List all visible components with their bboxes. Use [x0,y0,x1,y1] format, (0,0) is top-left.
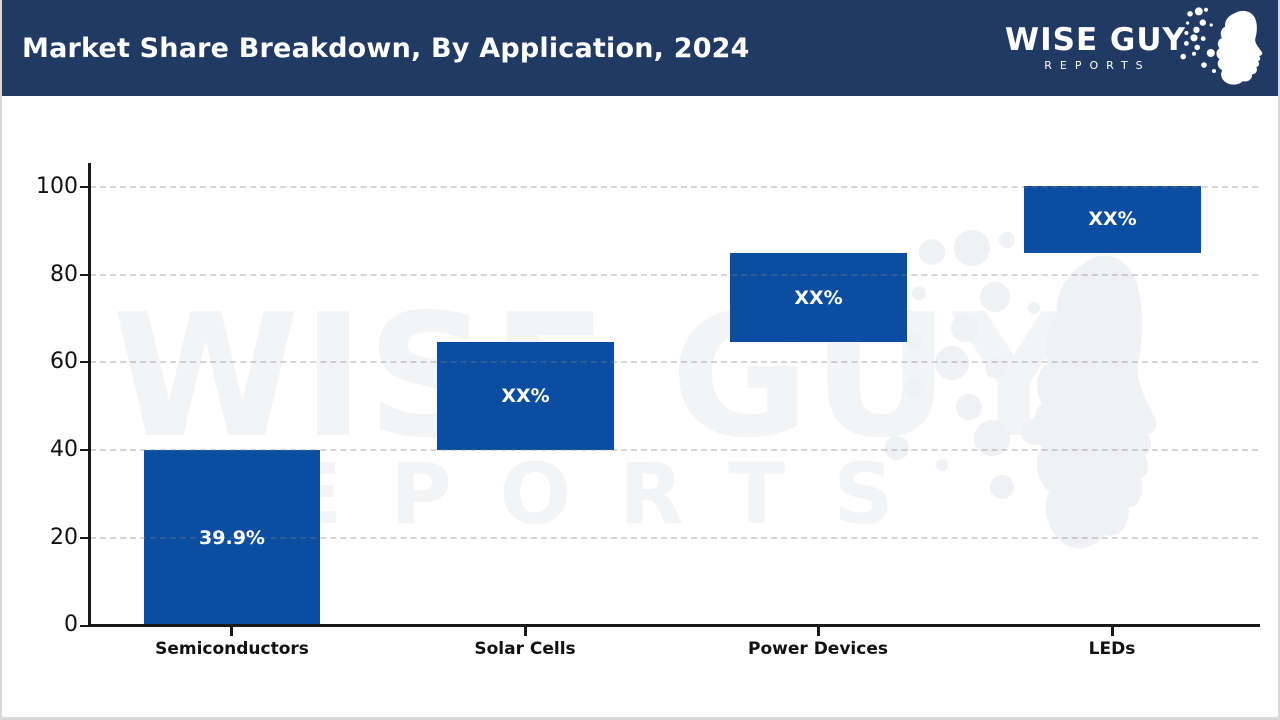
gridline-100 [90,186,1258,188]
y-label-0: 0 [64,612,78,637]
bar-leds [1024,186,1201,253]
y-label-20: 20 [50,525,78,550]
x-tick-semiconductors [230,627,233,636]
x-label-power-devices: Power Devices [748,639,888,659]
wiseguy-logo-wordmark: WISE GUY [1004,21,1186,58]
wiseguy-logo-subtitle: REPORTS [1044,58,1151,72]
wiseguy-logo-text: WISE GUY REPORTS [1004,21,1186,72]
x-label-semiconductors: Semiconductors [155,639,309,659]
wiseguy-logo: WISE GUY REPORTS [1005,5,1266,91]
x-tick-solar-cells [524,627,527,636]
header-band: Market Share Breakdown, By Application, … [2,0,1278,96]
y-label-80: 80 [50,262,78,287]
bar-label-semiconductors: 39.9% [199,527,265,549]
y-tick-100 [80,186,89,188]
y-tick-20 [80,537,89,539]
y-label-100: 100 [36,174,78,199]
y-axis-line [88,163,91,627]
y-label-60: 60 [50,349,78,374]
y-label-40: 40 [50,437,78,462]
bar-label-power-devices: XX% [794,287,843,309]
bar-solar-cells [437,342,614,450]
gridline-60 [90,361,1258,363]
x-label-leds: LEDs [1088,639,1136,659]
y-tick-60 [80,361,89,363]
x-label-solar-cells: Solar Cells [474,639,576,659]
x-axis-line [90,624,1260,627]
x-tick-power-devices [817,627,820,636]
bar-power-devices [730,253,907,342]
gridline-40 [90,449,1258,451]
watermark-face-icon [882,230,1157,549]
x-tick-leds [1111,627,1114,636]
wiseguy-face-icon [1180,7,1263,85]
gridline-80 [90,274,1258,276]
y-tick-40 [80,449,89,451]
gridline-20 [90,537,1258,539]
y-tick-0 [80,625,89,627]
bar-label-leds: XX% [1088,208,1137,230]
bar-semiconductors [144,450,320,626]
chart-title: Market Share Breakdown, By Application, … [22,32,750,64]
y-tick-80 [80,274,89,276]
bar-label-solar-cells: XX% [501,385,550,407]
